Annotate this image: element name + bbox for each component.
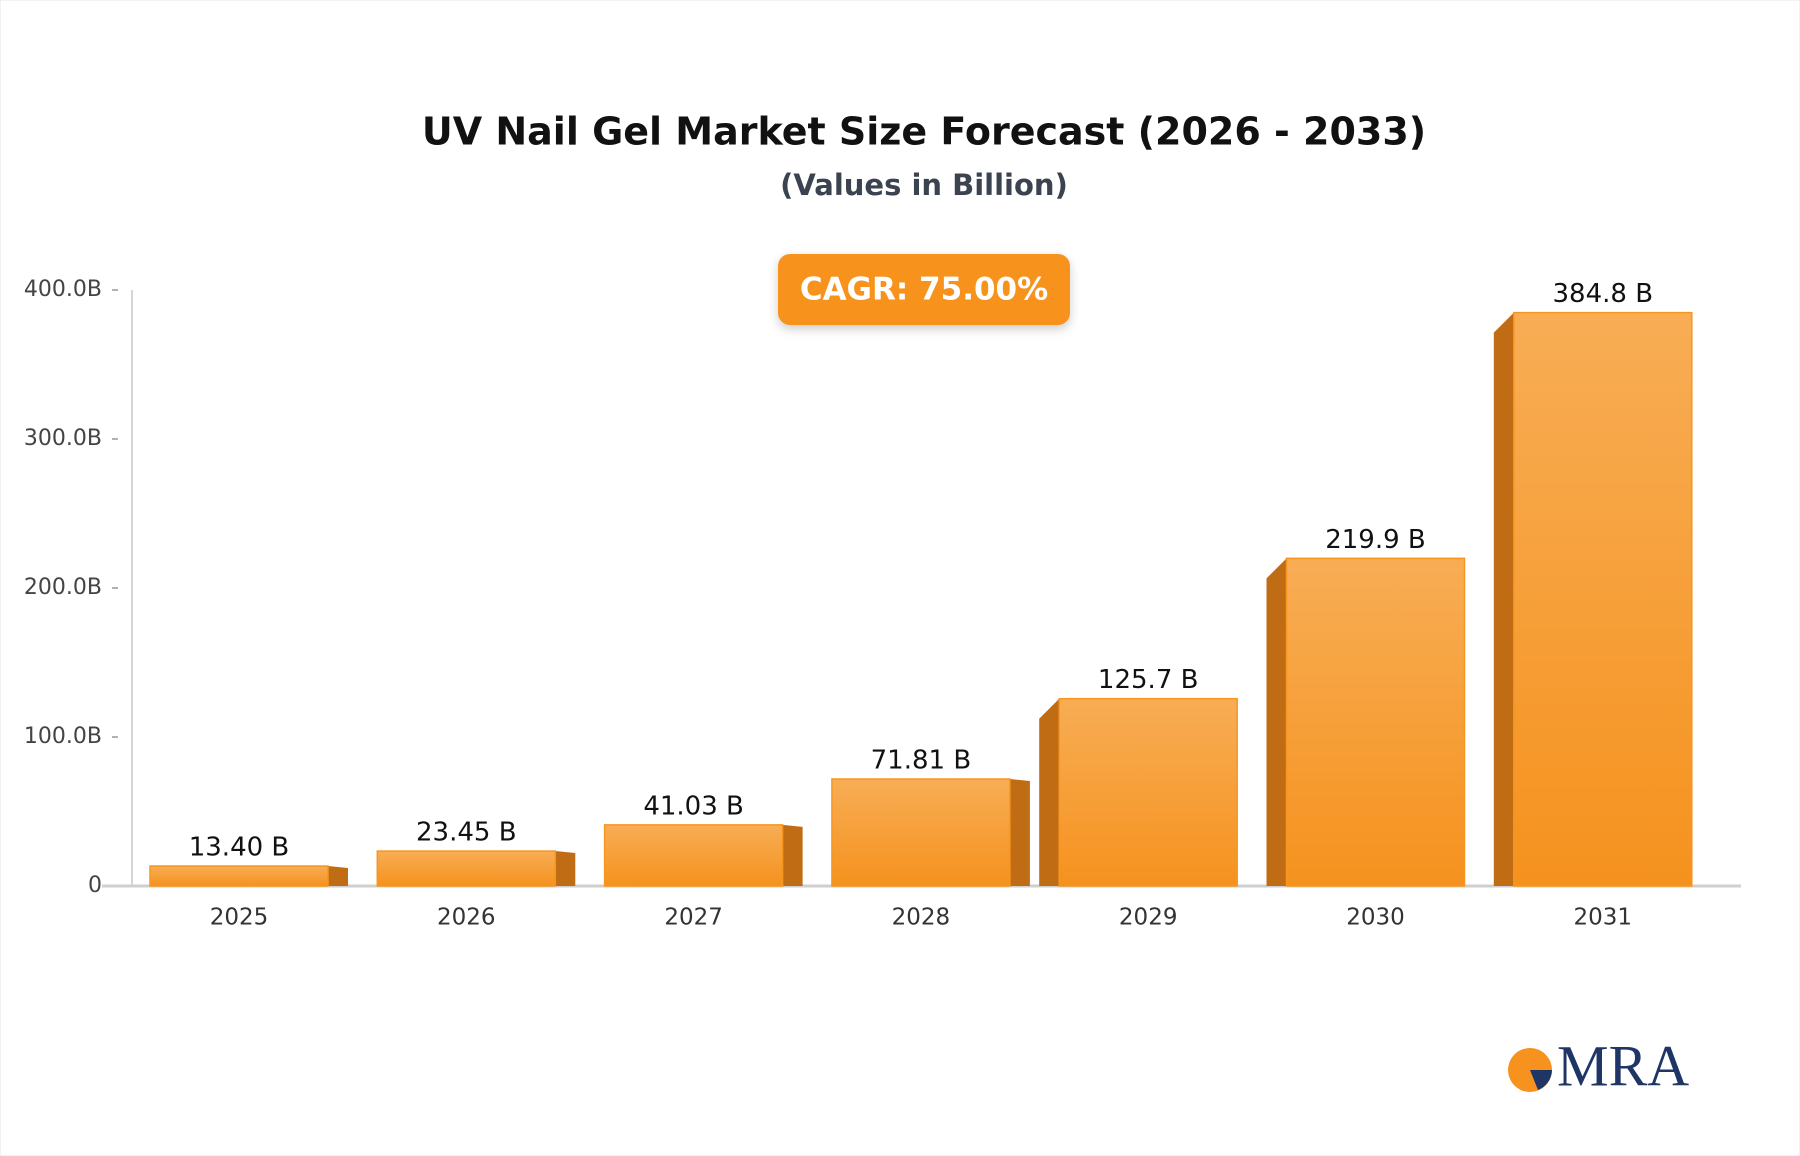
bar-side	[1009, 779, 1030, 886]
x-tick-label: 2030	[1346, 905, 1405, 931]
cagr-badge: CAGR: 75.00%	[778, 254, 1070, 325]
chart-title: UV Nail Gel Market Size Forecast (2026 -…	[422, 110, 1426, 154]
x-tick-label: 2031	[1574, 905, 1633, 931]
logo: MRA	[1508, 1033, 1689, 1098]
value-label: 23.45 B	[416, 818, 517, 848]
value-label: 125.7 B	[1098, 665, 1199, 695]
value-label: 41.03 B	[643, 791, 744, 821]
logo-icon-slice	[1530, 1070, 1552, 1090]
bar	[1058, 697, 1238, 887]
bar	[376, 850, 557, 887]
y-tick-label: 300.0B	[24, 426, 102, 451]
y-tick-label: 400.0B	[24, 277, 102, 302]
x-tick-label: 2025	[210, 905, 269, 931]
bar	[1285, 557, 1466, 887]
plot-area: 0 100.0B 200.0B 300.0B 400.0B 2025 13.40 B 2026…	[24, 277, 1741, 931]
value-label: 384.8 B	[1553, 279, 1654, 309]
bar-side	[1039, 698, 1060, 886]
x-tick-label: 2027	[664, 905, 723, 931]
badge-background	[778, 254, 1070, 325]
x-tick-label: 2028	[892, 905, 951, 931]
value-label: 13.40 B	[189, 833, 290, 863]
cagr-label: CAGR: 75.00%	[800, 272, 1048, 308]
bar	[1513, 311, 1693, 887]
chart-subtitle: (Values in Billion)	[780, 168, 1068, 202]
bar	[603, 824, 784, 887]
logo-text: MRA	[1557, 1033, 1689, 1098]
x-tick-label: 2029	[1119, 905, 1178, 931]
x-tick-label: 2026	[437, 905, 496, 931]
bar	[149, 865, 329, 887]
bar	[831, 778, 1011, 887]
bar-side	[328, 866, 348, 886]
y-tick-label: 200.0B	[24, 575, 102, 600]
y-tick-label: 0	[88, 873, 102, 898]
bar-side	[1493, 312, 1514, 886]
bar-side	[782, 824, 803, 886]
value-label: 219.9 B	[1325, 525, 1426, 555]
y-tick-label: 100.0B	[24, 724, 102, 749]
bar-side	[1266, 558, 1287, 886]
bar-side	[555, 851, 576, 886]
value-label: 71.81 B	[871, 746, 972, 776]
